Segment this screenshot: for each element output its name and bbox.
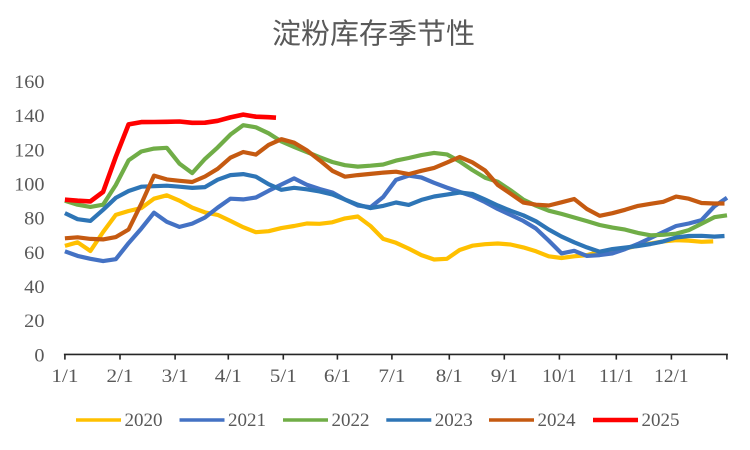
svg-text:11/1: 11/1 [599, 367, 634, 387]
svg-text:60: 60 [24, 244, 44, 264]
svg-text:80: 80 [24, 210, 44, 230]
svg-text:0: 0 [34, 346, 44, 366]
svg-text:1/1: 1/1 [51, 367, 78, 387]
svg-text:2024: 2024 [538, 410, 577, 431]
svg-text:6/1: 6/1 [324, 367, 351, 387]
svg-text:2023: 2023 [435, 410, 473, 431]
svg-text:4/1: 4/1 [215, 367, 242, 387]
svg-text:7/1: 7/1 [378, 367, 405, 387]
svg-text:5/1: 5/1 [270, 367, 297, 387]
svg-text:2021: 2021 [228, 410, 266, 431]
svg-text:40: 40 [24, 278, 44, 298]
svg-text:9/1: 9/1 [491, 367, 518, 387]
svg-text:2020: 2020 [125, 410, 163, 431]
svg-text:2025: 2025 [642, 410, 680, 431]
svg-text:2022: 2022 [332, 410, 370, 431]
svg-text:8/1: 8/1 [436, 367, 463, 387]
svg-text:100: 100 [14, 176, 44, 196]
svg-text:10/1: 10/1 [542, 367, 577, 387]
svg-text:160: 160 [14, 73, 44, 93]
svg-text:120: 120 [14, 141, 44, 161]
svg-text:2/1: 2/1 [107, 367, 134, 387]
svg-text:3/1: 3/1 [162, 367, 189, 387]
svg-text:20: 20 [24, 312, 44, 332]
svg-text:12/1: 12/1 [654, 367, 689, 387]
svg-text:140: 140 [14, 107, 44, 127]
